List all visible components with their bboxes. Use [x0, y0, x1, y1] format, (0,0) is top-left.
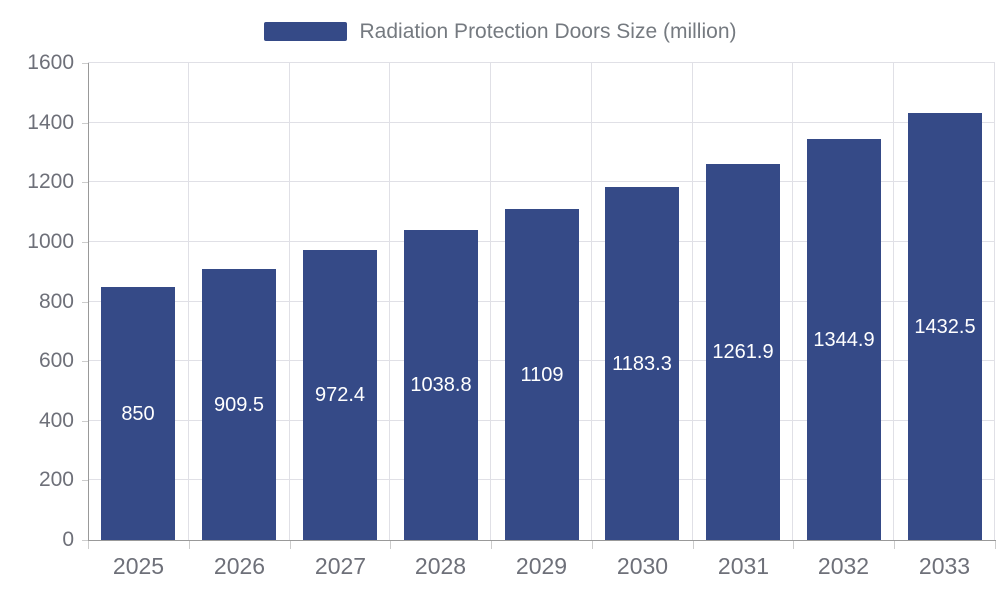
v-gridline	[591, 63, 592, 540]
x-axis-tick	[189, 541, 190, 549]
y-axis-tick-label: 800	[38, 290, 74, 313]
x-axis-tick	[290, 541, 291, 549]
legend-item[interactable]: Radiation Protection Doors Size (million…	[263, 20, 737, 43]
x-axis-tick	[693, 541, 694, 549]
y-axis-tick	[82, 421, 88, 422]
y-axis-tick	[82, 302, 88, 303]
bar-value-label: 1261.9	[712, 341, 774, 363]
bar-value-label: 1183.3	[612, 352, 672, 375]
v-gridline	[893, 63, 894, 540]
y-axis-tick-label: 0	[62, 528, 74, 551]
x-axis-tick	[995, 541, 996, 549]
x-axis-tick	[894, 541, 895, 549]
bar-2026[interactable]: 909.5	[202, 269, 276, 540]
v-gridline	[792, 63, 793, 540]
x-axis-tick-label: 2025	[112, 553, 165, 579]
y-axis-tick	[82, 361, 88, 362]
legend-swatch-icon	[263, 22, 347, 41]
y-axis-tick-label: 200	[38, 468, 74, 491]
x-axis-tick	[390, 541, 391, 549]
bar-value-label: 972.4	[314, 384, 366, 406]
bar-2025[interactable]: 850	[101, 287, 175, 540]
bar-2032[interactable]: 1344.9	[807, 139, 881, 540]
x-axis-tick	[592, 541, 593, 549]
x-axis-tick-label: 2028	[414, 553, 467, 579]
bar-2033[interactable]: 1432.5	[908, 113, 982, 540]
x-axis-tick	[491, 541, 492, 549]
bar-2031[interactable]: 1261.9	[706, 164, 780, 540]
bar-2030[interactable]: 1183.3	[605, 187, 679, 540]
x-axis-tick-label: 2027	[314, 553, 367, 579]
y-axis-tick-label: 1600	[27, 51, 74, 74]
x-axis-tick-label: 2026	[213, 553, 266, 579]
bar-value-label: 1432.5	[914, 315, 976, 338]
v-gridline	[692, 63, 693, 540]
legend-label: Radiation Protection Doors Size (million…	[359, 20, 737, 43]
y-axis-tick	[82, 123, 88, 124]
bar-value-label: 1038.8	[410, 374, 472, 396]
y-axis-tick-label: 600	[38, 349, 74, 372]
bar-value-label: 909.5	[213, 393, 265, 416]
y-axis-tick	[82, 182, 88, 183]
x-axis-tick	[793, 541, 794, 549]
bar-value-label: 1109	[520, 363, 564, 386]
x-axis-tick-label: 2033	[918, 553, 971, 579]
y-axis-tick	[82, 63, 88, 64]
y-axis-tick	[82, 540, 88, 541]
v-gridline	[289, 63, 290, 540]
y-axis-tick	[82, 480, 88, 481]
h-gridline	[88, 62, 995, 63]
y-axis-tick-label: 1200	[27, 170, 74, 193]
y-axis-tick-label: 400	[38, 409, 74, 432]
bar-value-label: 1344.9	[813, 328, 875, 351]
x-axis-tick-label: 2031	[717, 553, 770, 579]
h-gridline	[88, 121, 995, 123]
x-axis-tick-label: 2030	[616, 553, 669, 579]
x-axis-tick-label: 2029	[515, 553, 568, 579]
bar-2028[interactable]: 1038.8	[404, 230, 478, 540]
v-gridline	[994, 63, 995, 540]
y-axis-tick-label: 1000	[27, 230, 74, 253]
bar-2029[interactable]: 1109	[505, 209, 579, 540]
v-gridline	[490, 63, 491, 540]
y-axis-tick	[82, 242, 88, 243]
h-gridline	[88, 181, 995, 183]
plot-area: 850 909.5 972.4 1038.8 1109 1183.3 1261.9 1344.…	[88, 62, 995, 540]
bar-value-label: 850	[121, 402, 155, 425]
legend: Radiation Protection Doors Size (million…	[0, 20, 1000, 43]
v-gridline	[389, 63, 390, 540]
x-axis-line	[88, 540, 996, 541]
y-axis-tick-label: 1400	[27, 111, 74, 134]
x-axis-tick	[88, 541, 89, 549]
y-axis-line	[88, 63, 89, 540]
v-gridline	[188, 63, 189, 540]
x-axis-tick-label: 2032	[817, 553, 870, 579]
bar-2027[interactable]: 972.4	[303, 250, 377, 540]
